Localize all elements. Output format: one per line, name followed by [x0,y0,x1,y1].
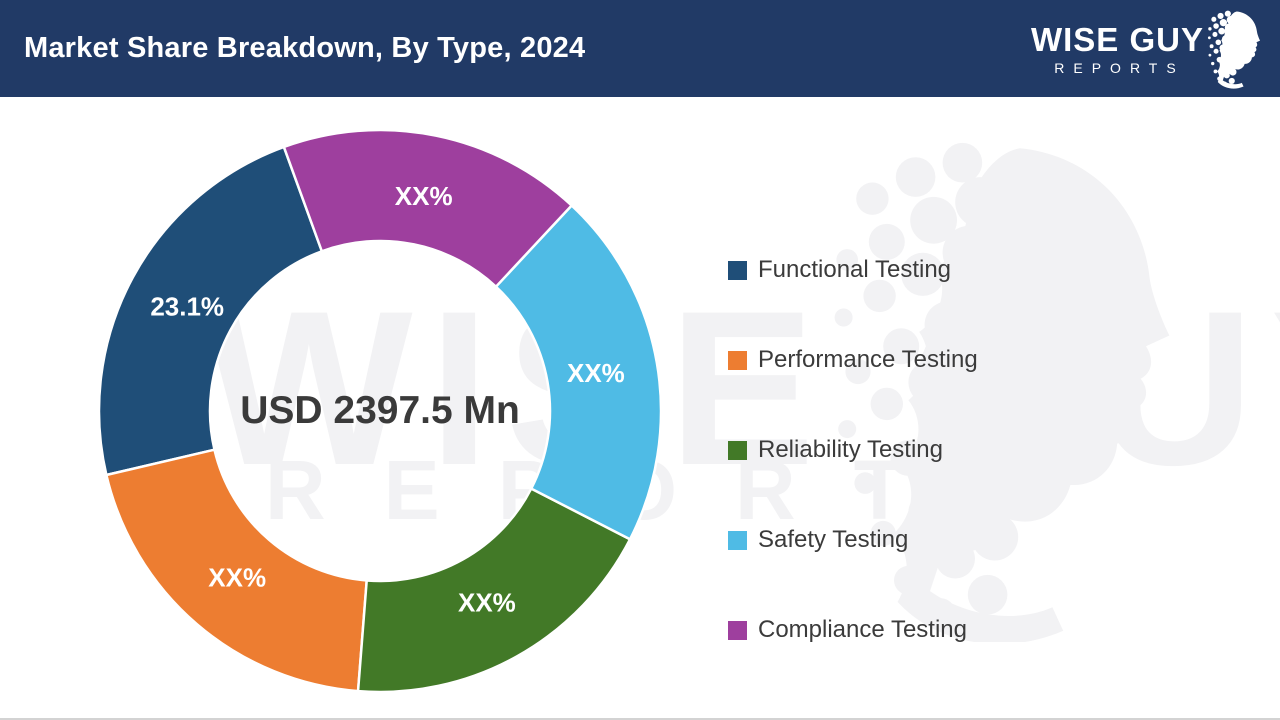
legend-label: Reliability Testing [758,436,943,463]
legend-label: Safety Testing [758,526,909,553]
legend-swatch [728,530,747,550]
legend-swatch [728,260,747,280]
chart-area: WISE GUY REPORTS 23.1% XX% XX% XX% XX% USD 2… [0,97,1280,718]
legend-item-compliance-testing: Compliance Testing [728,585,978,675]
donut-segment-performance-testing [104,448,369,693]
face-profile-icon [1206,8,1262,90]
segment-label-functional-testing: 23.1% [150,292,224,322]
segment-label-safety-testing: XX% [567,358,625,388]
legend-label: Performance Testing [758,346,978,373]
legend-swatch [728,350,747,370]
watermark: WISE GUY REPORTS [0,97,1280,718]
donut-segment-functional-testing [97,145,324,477]
legend-label: Compliance Testing [758,616,968,643]
legend-swatch [728,440,747,460]
page-title: Market Share Breakdown, By Type, 2024 [24,32,586,64]
legend-label: Functional Testing [758,256,952,283]
donut-segment-compliance-testing [282,128,574,289]
legend-swatch [728,620,747,640]
header-bar: Market Share Breakdown, By Type, 2024 WI… [0,0,1280,97]
bottom-divider [0,718,1280,720]
donut-chart: 23.1% XX% XX% XX% XX% [97,128,663,694]
legend-item-safety-testing: Safety Testing [728,495,978,585]
donut-center-value: USD 2397.5 Mn [240,389,520,432]
donut-segment-reliability-testing [356,486,632,694]
brand-logo-text: WISE GUY REPORTS [1031,23,1204,75]
legend-item-performance-testing: Performance Testing [728,315,978,405]
watermark-face-icon [822,137,1182,645]
brand-subname: REPORTS [1054,59,1185,76]
brand-logo: WISE GUY REPORTS [1031,8,1262,90]
segment-label-performance-testing: XX% [208,562,266,592]
segment-label-reliability-testing: XX% [458,587,516,617]
chart-legend: Functional Testing Performance Testing Rel… [728,225,978,675]
legend-item-reliability-testing: Reliability Testing [728,405,978,495]
segment-label-compliance-testing: XX% [395,181,453,211]
legend-item-functional-testing: Functional Testing [728,225,978,315]
brand-name: WISE GUY [1030,20,1204,58]
donut-segment-safety-testing [494,203,663,541]
